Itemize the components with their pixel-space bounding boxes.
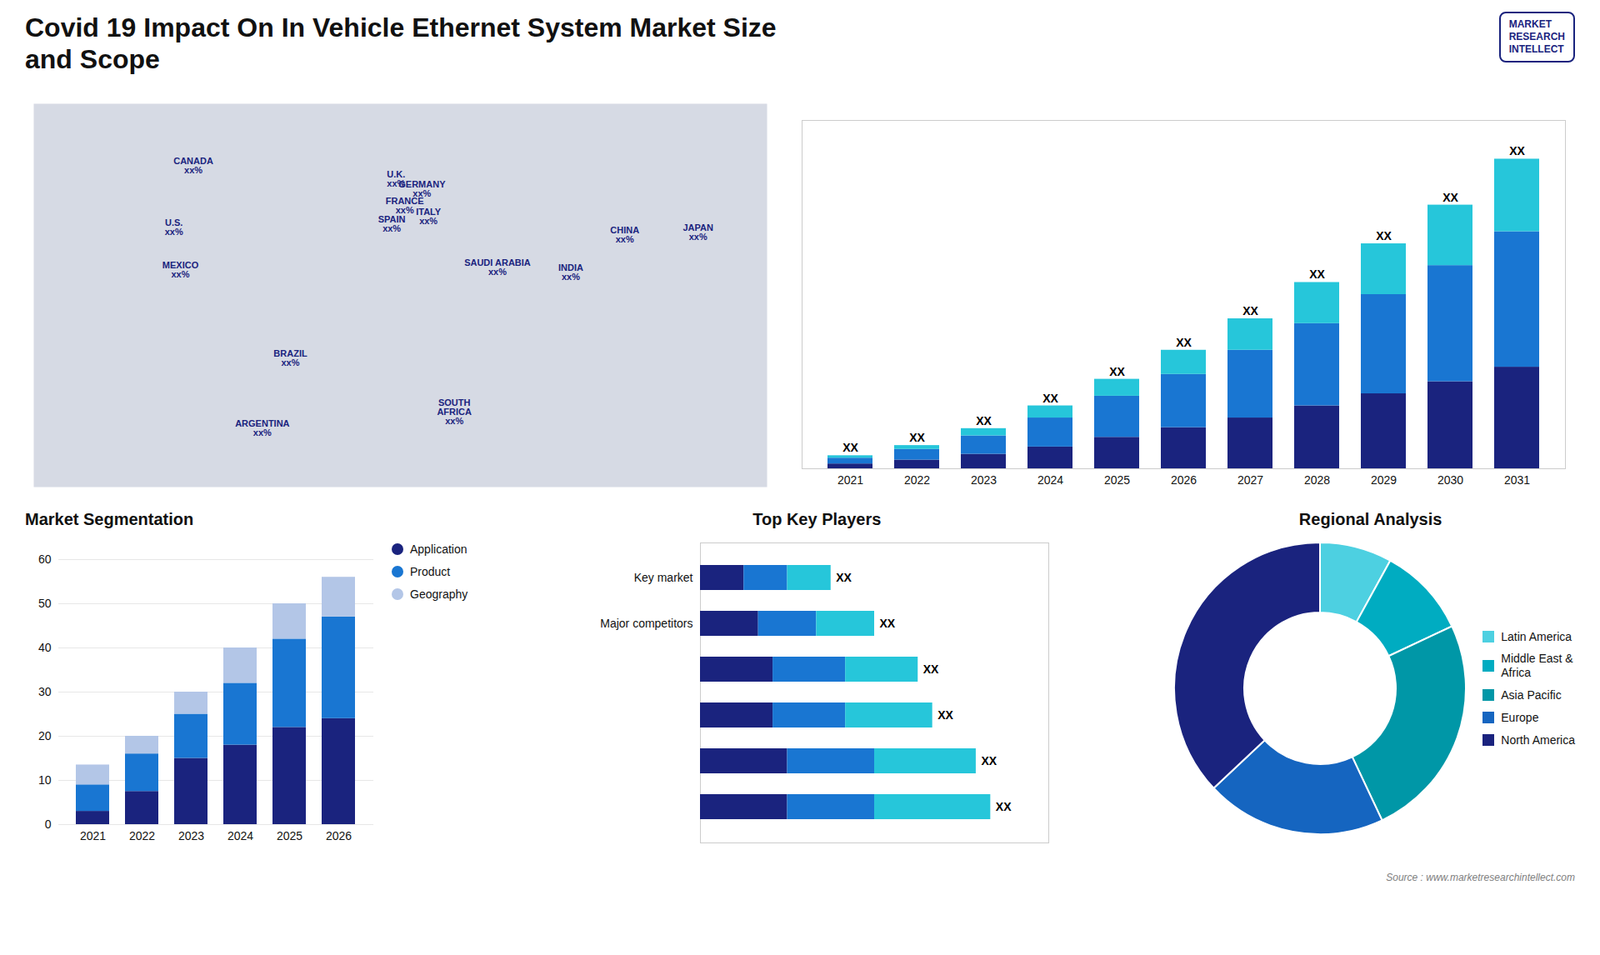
svg-text:XX: XX <box>981 754 998 768</box>
svg-text:40: 40 <box>38 640 52 655</box>
svg-text:30: 30 <box>38 685 52 699</box>
svg-text:2024: 2024 <box>227 829 254 843</box>
svg-text:2026: 2026 <box>325 829 352 843</box>
svg-text:2025: 2025 <box>276 829 303 843</box>
svg-text:XX: XX <box>1509 144 1525 158</box>
svg-text:2030: 2030 <box>1437 473 1464 487</box>
svg-text:10: 10 <box>38 773 52 787</box>
svg-text:2026: 2026 <box>1170 473 1197 487</box>
svg-text:20: 20 <box>38 729 52 743</box>
svg-text:2023: 2023 <box>178 829 205 843</box>
svg-text:SPAINxx%: SPAINxx% <box>378 214 406 234</box>
svg-text:2024: 2024 <box>1037 473 1064 487</box>
svg-text:GERMANYxx%: GERMANYxx% <box>398 179 446 199</box>
svg-text:XX: XX <box>880 616 896 630</box>
svg-text:XX: XX <box>909 430 925 445</box>
svg-text:XX: XX <box>923 662 940 676</box>
svg-text:ARGENTINAxx%: ARGENTINAxx% <box>235 418 290 438</box>
svg-text:XX: XX <box>1175 335 1192 350</box>
svg-text:2021: 2021 <box>80 829 106 843</box>
svg-text:SAUDI ARABIAxx%: SAUDI ARABIAxx% <box>464 257 531 277</box>
svg-text:Major competitors: Major competitors <box>600 616 694 630</box>
svg-text:SOUTHAFRICAxx%: SOUTHAFRICAxx% <box>436 397 472 426</box>
svg-text:50: 50 <box>38 596 52 610</box>
svg-text:XX: XX <box>1109 365 1125 379</box>
svg-text:60: 60 <box>38 552 52 566</box>
svg-text:BRAZILxx%: BRAZILxx% <box>273 348 308 368</box>
svg-text:2025: 2025 <box>1104 473 1130 487</box>
svg-text:XX: XX <box>975 414 992 428</box>
svg-text:Key market: Key market <box>634 570 694 585</box>
svg-text:2023: 2023 <box>970 473 997 487</box>
svg-text:ITALYxx%: ITALYxx% <box>415 206 442 226</box>
svg-text:INDIAxx%: INDIAxx% <box>558 262 584 282</box>
svg-text:2027: 2027 <box>1237 473 1264 487</box>
svg-text:XX: XX <box>836 570 853 585</box>
svg-text:2022: 2022 <box>904 473 930 487</box>
svg-text:XX: XX <box>995 800 1012 814</box>
svg-text:CHINAxx%: CHINAxx% <box>610 225 640 245</box>
svg-text:XX: XX <box>937 708 954 722</box>
svg-text:JAPANxx%: JAPANxx% <box>682 222 714 242</box>
svg-text:MEXICOxx%: MEXICOxx% <box>162 260 200 280</box>
svg-text:2021: 2021 <box>837 473 864 487</box>
svg-text:XX: XX <box>842 440 859 455</box>
svg-text:XX: XX <box>1309 267 1325 281</box>
svg-text:0: 0 <box>45 817 52 831</box>
svg-text:2029: 2029 <box>1370 473 1397 487</box>
svg-text:U.S.xx%: U.S.xx% <box>165 216 184 236</box>
svg-text:2022: 2022 <box>129 829 155 843</box>
svg-text:XX: XX <box>1375 229 1392 243</box>
svg-text:XX: XX <box>1242 304 1259 318</box>
svg-text:XX: XX <box>1042 391 1059 405</box>
svg-text:2028: 2028 <box>1304 473 1330 487</box>
svg-text:2031: 2031 <box>1504 473 1530 487</box>
svg-text:CANADAxx%: CANADAxx% <box>173 155 214 175</box>
svg-text:XX: XX <box>1442 190 1459 205</box>
